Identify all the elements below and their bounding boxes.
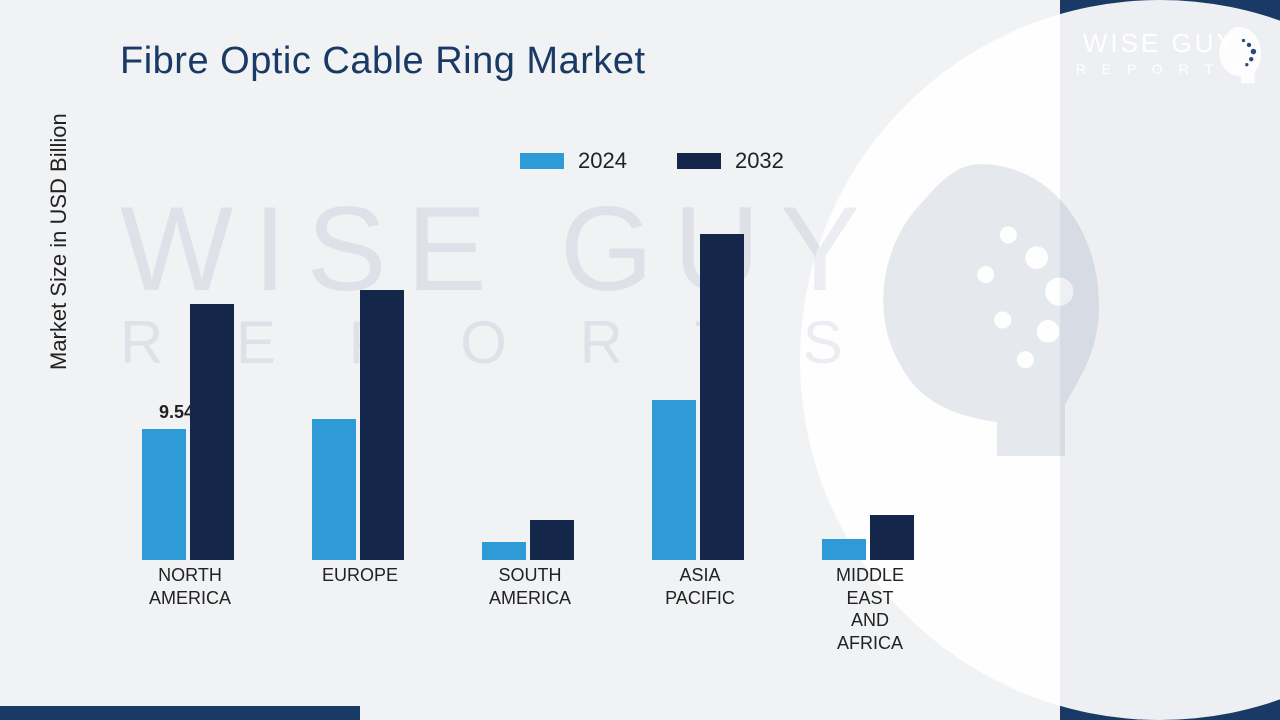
x-axis-label: NORTHAMERICA (120, 564, 260, 609)
bar-2024 (312, 419, 356, 560)
bar-2032 (870, 515, 914, 560)
x-axis-label: SOUTHAMERICA (460, 564, 600, 609)
legend-label-2032: 2032 (735, 148, 784, 174)
x-axis-label: ASIAPACIFIC (630, 564, 770, 609)
page: Fibre Optic Cable Ring Market WISE GUY R… (0, 0, 1280, 720)
bar-2032 (360, 290, 404, 560)
legend-swatch-2032 (677, 153, 721, 169)
bar-2024 (652, 400, 696, 560)
bar-2032 (530, 520, 574, 560)
bar-value-label: 9.54 (124, 402, 194, 423)
x-axis-label: MIDDLEEASTANDAFRICA (800, 564, 940, 654)
bar-2032 (700, 234, 744, 560)
y-axis-label: Market Size in USD Billion (46, 113, 72, 370)
legend-label-2024: 2024 (578, 148, 627, 174)
bottom-accent-bar (0, 706, 360, 720)
bar-2032 (190, 304, 234, 560)
legend-item-2032: 2032 (677, 148, 784, 174)
legend-swatch-2024 (520, 153, 564, 169)
brand-logo: WISE GUY R E P O R T S (1076, 28, 1244, 77)
legend: 2024 2032 (520, 148, 784, 174)
bar-2024 (142, 429, 186, 560)
brand-line1: WISE GUY (1076, 28, 1244, 59)
chart-plot-area: 9.54 (100, 190, 970, 560)
x-axis-labels: NORTHAMERICA EUROPE SOUTHAMERICA ASIAPACIFI… (100, 564, 970, 684)
chart-title: Fibre Optic Cable Ring Market (120, 40, 646, 83)
bar-2024 (482, 542, 526, 560)
legend-item-2024: 2024 (520, 148, 627, 174)
x-axis-label: EUROPE (290, 564, 430, 587)
brand-line2: R E P O R T S (1076, 61, 1244, 77)
bar-2024 (822, 539, 866, 560)
